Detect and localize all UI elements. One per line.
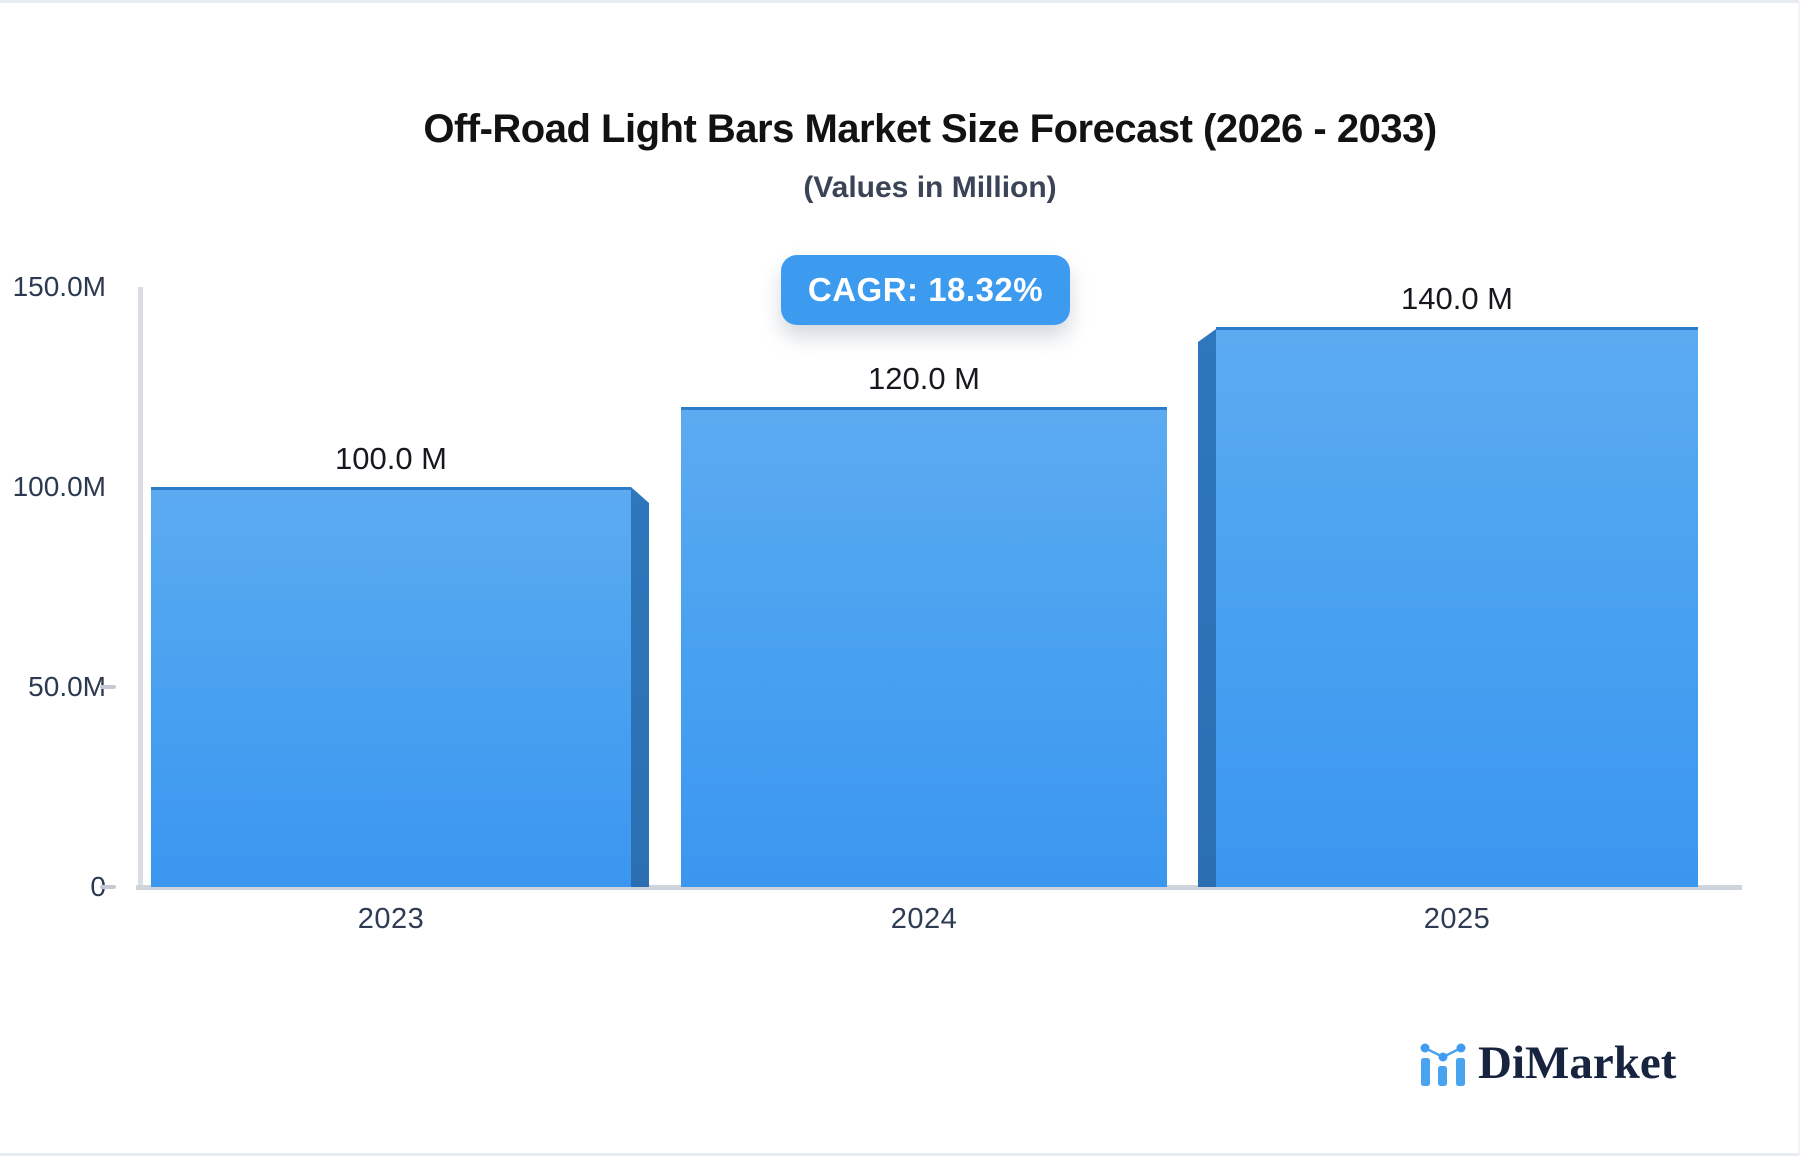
x-axis-label-2023: 2023 (357, 903, 425, 935)
x-axis-label-2025: 2025 (1423, 903, 1491, 935)
right-border (1798, 0, 1800, 1156)
bar-face-2024 (681, 407, 1167, 887)
bar-value-label-2024: 120.0 M (867, 361, 980, 396)
brand-watermark: DiMarket (1420, 1038, 1676, 1088)
chart-title: Off-Road Light Bars Market Size Forecast… (423, 107, 1437, 151)
chart-subtitle: (Values in Million) (803, 171, 1057, 204)
brand-name: DiMarket (1478, 1037, 1677, 1089)
bar-value-label-2025: 140.0 M (1400, 281, 1513, 316)
bar-face-2025 (1216, 327, 1698, 887)
x-axis-label-2024: 2024 (890, 903, 958, 935)
y-axis-line (138, 287, 143, 887)
bar-value-label-2023: 100.0 M (334, 441, 447, 476)
y-tick-label-0: 0 (90, 871, 106, 902)
bar-chart-logo-icon (1420, 1043, 1466, 1086)
bar-3d-side-2023 (631, 487, 649, 887)
y-tick-label-50: 50.0M (28, 671, 106, 702)
y-tick-label-150: 150.0M (12, 271, 106, 302)
y-tick-mark-50 (100, 685, 116, 689)
top-border (0, 0, 1800, 3)
y-tick-label-100: 100.0M (12, 471, 106, 502)
bar-3d-side-2025 (1198, 329, 1216, 887)
bottom-border (0, 1153, 1800, 1156)
cagr-badge: CAGR: 18.32% (781, 255, 1070, 325)
bar-face-2023 (151, 487, 631, 887)
x-axis-line (136, 885, 1742, 890)
y-tick-mark-0 (100, 885, 116, 889)
